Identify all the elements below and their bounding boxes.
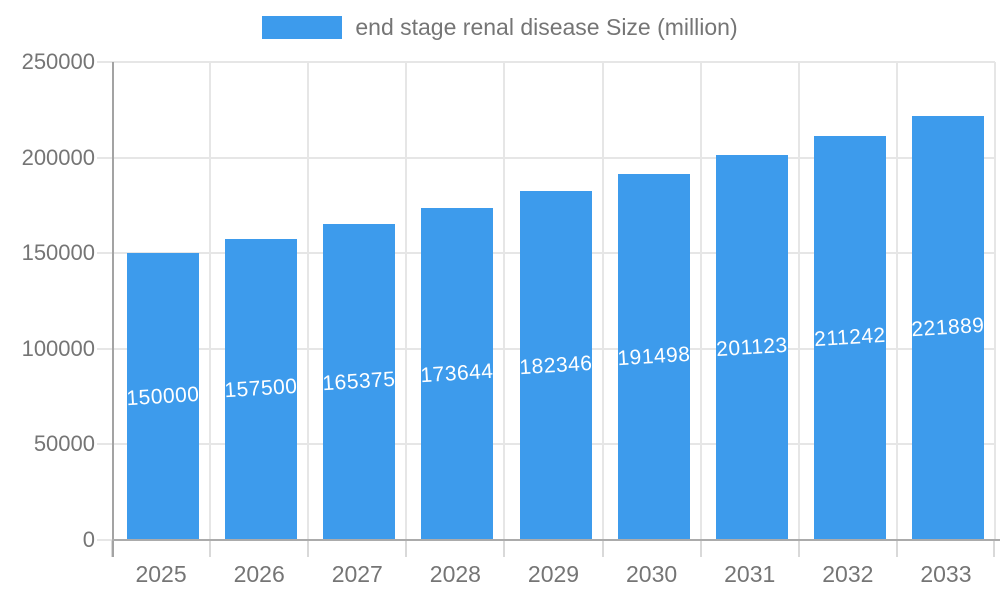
- x-tick-label: 2031: [724, 561, 776, 587]
- x-gridline: [405, 62, 408, 540]
- x-axis-tick: [601, 540, 604, 557]
- x-axis-tick: [307, 540, 310, 557]
- y-gridline: [97, 61, 995, 63]
- legend-label: end stage renal disease Size (million): [355, 14, 738, 40]
- x-gridline: [797, 62, 800, 540]
- bar-value-label: 221889: [911, 313, 984, 342]
- y-tick-label: 50000: [33, 431, 95, 457]
- x-tick-label: 2027: [331, 561, 383, 587]
- bar-2030[interactable]: 191498: [617, 173, 690, 540]
- bar-2026[interactable]: 157500: [225, 238, 298, 540]
- y-axis-line: [112, 62, 114, 557]
- bar-2029[interactable]: 182346: [519, 191, 592, 540]
- bar-value-label: 157500: [225, 375, 298, 403]
- y-tick-label: 150000: [21, 240, 95, 266]
- x-gridline: [699, 62, 702, 540]
- x-axis-tick: [993, 540, 995, 557]
- bar-value-label: 150000: [127, 382, 200, 410]
- y-tick-label: 100000: [21, 335, 95, 361]
- x-axis-tick: [405, 540, 408, 557]
- bar-value-label: 211242: [813, 323, 886, 352]
- x-gridline: [307, 62, 310, 540]
- x-tick-label: 2025: [135, 561, 187, 587]
- x-axis-tick: [797, 540, 800, 557]
- x-tick-label: 2033: [920, 561, 972, 587]
- y-tick-label: 200000: [21, 144, 95, 170]
- bar-2025[interactable]: 150000: [127, 253, 200, 540]
- x-axis-tick: [503, 540, 506, 557]
- bar-2028[interactable]: 173644: [421, 208, 494, 540]
- x-gridline: [209, 62, 212, 540]
- x-tick-label: 2028: [429, 561, 481, 587]
- x-gridline: [601, 62, 604, 540]
- x-tick-label: 2029: [527, 561, 580, 587]
- chart-legend[interactable]: end stage renal disease Size (million): [0, 14, 1000, 41]
- legend-swatch: [262, 16, 343, 39]
- x-axis-tick: [699, 540, 702, 557]
- bar-2032[interactable]: 211242: [813, 136, 886, 540]
- bar-value-label: 182346: [519, 351, 592, 379]
- bar-2027[interactable]: 165375: [323, 223, 396, 540]
- bar-value-label: 165375: [323, 367, 396, 396]
- x-axis-tick: [209, 540, 212, 557]
- plot-area: 150000 157500 165375 173644 182346 191498 2011…: [97, 61, 1000, 557]
- bar-2033[interactable]: 221889: [911, 115, 984, 540]
- x-gridline: [503, 62, 506, 540]
- y-tick-label: 0: [82, 527, 95, 552]
- y-tick-label: 250000: [21, 49, 95, 74]
- x-tick-label: 2030: [626, 561, 678, 587]
- x-axis-line: [112, 539, 1000, 541]
- bar-2031[interactable]: 201123: [715, 155, 788, 540]
- x-gridline: [895, 62, 898, 540]
- x-tick-label: 2032: [822, 561, 874, 587]
- bar-value-label: 191498: [617, 342, 690, 371]
- x-tick-label: 2026: [233, 561, 285, 587]
- bar-value-label: 201123: [715, 333, 788, 361]
- x-axis-tick: [895, 540, 898, 557]
- bar-value-label: 173644: [421, 359, 494, 388]
- y-gridline: [97, 156, 995, 159]
- x-gridline: [994, 62, 996, 540]
